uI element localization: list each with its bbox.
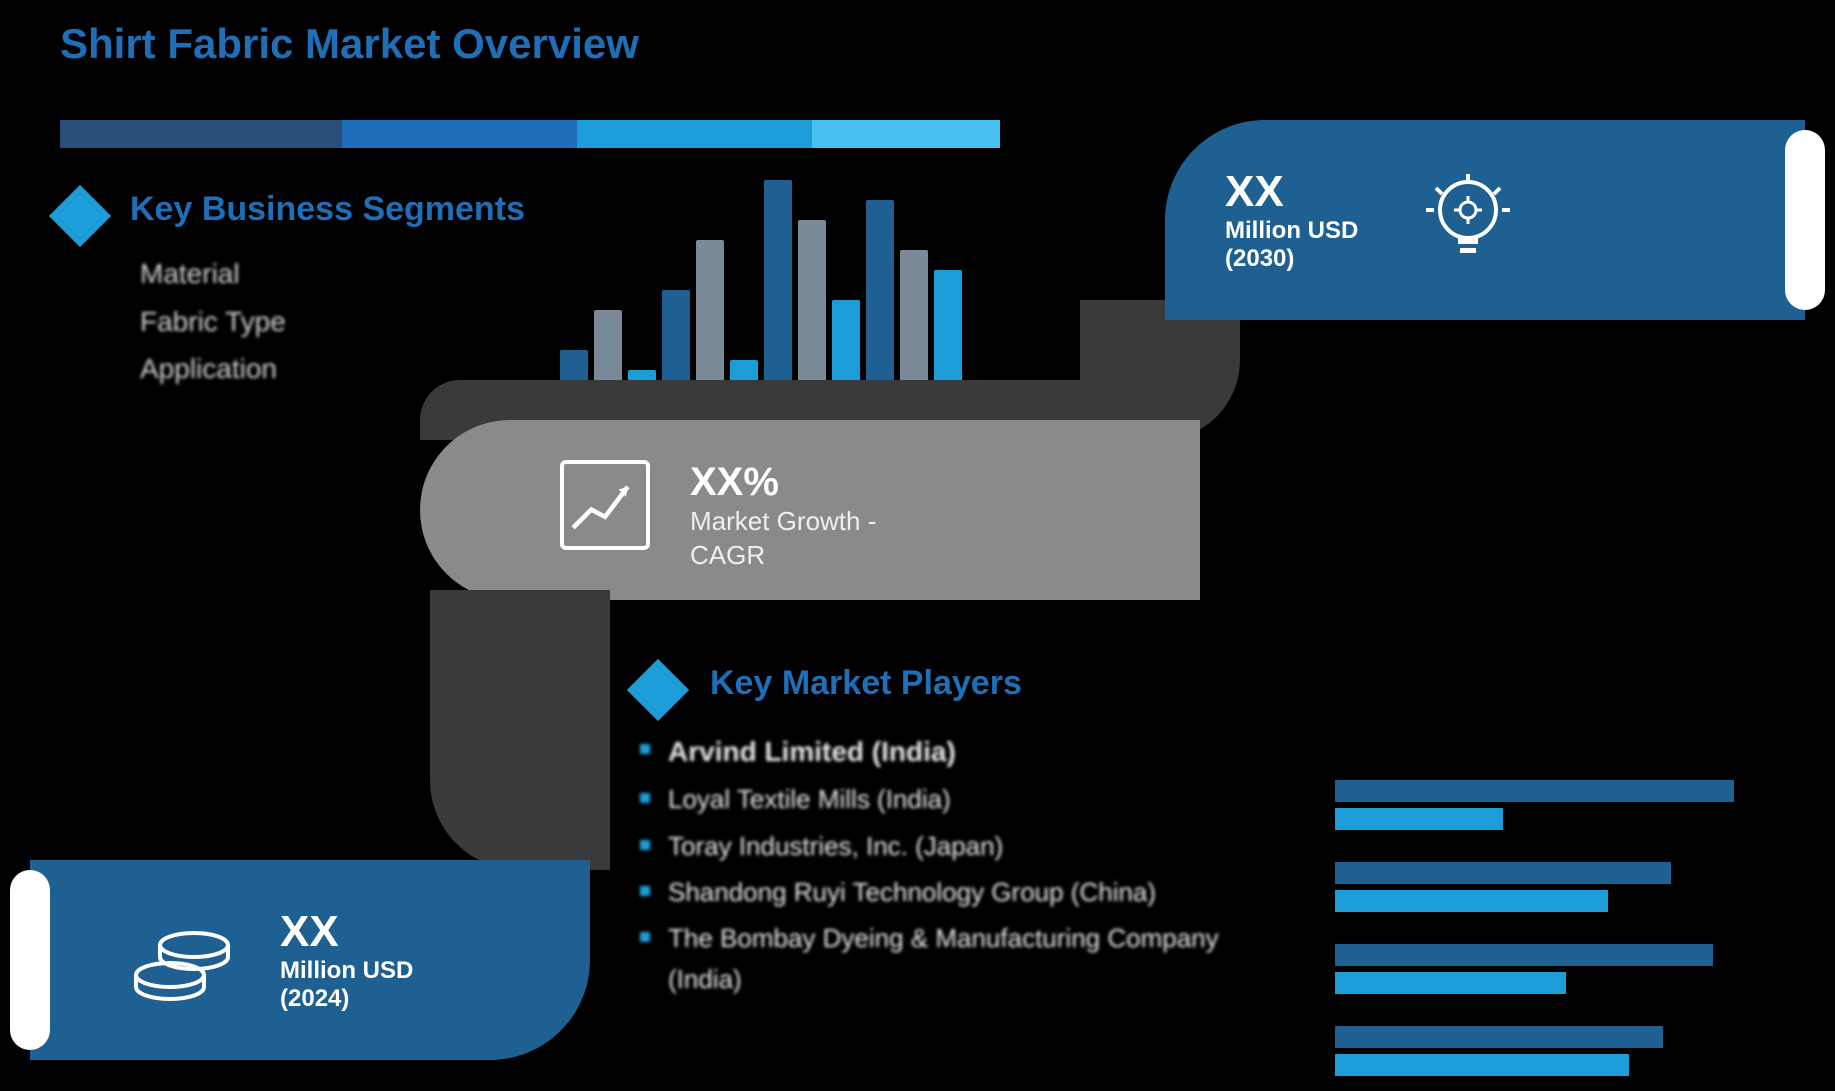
hbar-pair [1335,1026,1755,1076]
metric-2030-text: XX Million USD (2030) [1225,167,1358,273]
hbar [1335,1026,1663,1048]
hbar [1335,862,1671,884]
players-list-container: Arvind Limited (India) Loyal Textile Mill… [640,730,1260,1005]
metric-2030-value: XX [1225,167,1358,217]
cagr-text: XX% Market Growth - CAGR [690,460,876,573]
page-title: Shirt Fabric Market Overview [60,20,639,68]
cagr-label2: CAGR [690,539,876,573]
diamond-bullet-icon [627,659,689,721]
hbar [1335,944,1713,966]
players-list: Arvind Limited (India) Loyal Textile Mill… [640,730,1260,999]
cagr-block: XX% Market Growth - CAGR [560,460,876,573]
metric-2024-unit: Million USD [280,957,413,985]
metric-2024-text: XX Million USD (2024) [280,907,413,1013]
cagr-value: XX% [690,460,876,505]
top-bar-segment [577,120,812,148]
metric-2030-year: (2030) [1225,245,1358,273]
metric-2024-banner: XX Million USD (2024) [30,860,590,1060]
player-item: Loyal Textile Mills (India) [640,779,1260,819]
top-bar-segment [812,120,1000,148]
diamond-bullet-icon [49,185,111,247]
segment-item: Fabric Type [140,298,286,346]
top-gradient-bar [60,120,1000,148]
player-item: Toray Industries, Inc. (Japan) [640,826,1260,866]
top-bar-segment [60,120,342,148]
hbar-pair [1335,944,1755,994]
metric-2030-banner: XX Million USD (2030) [1165,120,1805,320]
hbar [1335,780,1734,802]
metric-2024-value: XX [280,907,413,957]
ribbon-connector [430,590,610,870]
segments-heading: Key Business Segments [130,190,525,229]
metric-2024-year: (2024) [280,985,413,1013]
player-item: Arvind Limited (India) [640,730,1260,773]
top-bar-segment [342,120,577,148]
segment-item: Application [140,345,286,393]
segment-item: Material [140,250,286,298]
metric-2030-unit: Million USD [1225,217,1358,245]
hbar-pair [1335,780,1755,830]
growth-chart-icon [560,460,650,550]
lightbulb-icon [1418,170,1518,270]
horizontal-bars-chart [1335,780,1755,1076]
coins-icon [130,915,240,1005]
player-item: Shandong Ruyi Technology Group (China) [640,872,1260,912]
cagr-label1: Market Growth - [690,505,876,539]
hbar [1335,972,1566,994]
segments-list: MaterialFabric TypeApplication [140,250,286,393]
player-item: The Bombay Dyeing & Manufacturing Compan… [640,918,1260,999]
hbar-pair [1335,862,1755,912]
hbar [1335,1054,1629,1076]
hbar [1335,808,1503,830]
players-heading: Key Market Players [710,664,1022,703]
hbar [1335,890,1608,912]
